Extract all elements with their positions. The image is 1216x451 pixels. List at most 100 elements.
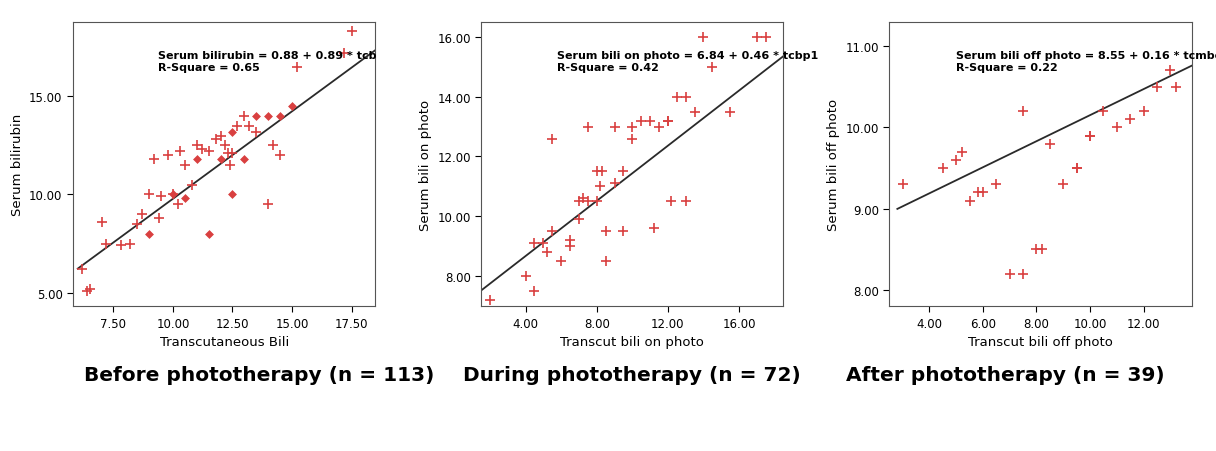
Text: Serum bili on photo = 6.84 + 0.46 * tcbp1
R-Square = 0.42: Serum bili on photo = 6.84 + 0.46 * tcbp…: [557, 51, 818, 73]
Point: [641, 118, 660, 125]
Point: [516, 273, 535, 281]
Point: [676, 198, 696, 206]
Text: Serum bili off photo = 8.55 + 0.16 * tcmbof
R-Square = 0.22: Serum bili off photo = 8.55 + 0.16 * tcm…: [956, 51, 1216, 73]
Point: [223, 129, 242, 136]
Point: [175, 195, 195, 202]
Text: After phototherapy (n = 39): After phototherapy (n = 39): [846, 365, 1165, 384]
Point: [259, 113, 278, 120]
Point: [140, 191, 159, 198]
Y-axis label: Serum bili off photo: Serum bili off photo: [827, 99, 840, 230]
Point: [206, 137, 225, 144]
Point: [218, 150, 237, 157]
Point: [140, 230, 159, 238]
Point: [96, 240, 116, 248]
Point: [80, 285, 100, 293]
Point: [199, 230, 219, 238]
Point: [604, 180, 624, 188]
Point: [973, 189, 992, 197]
Point: [223, 191, 242, 198]
Point: [569, 216, 589, 224]
Point: [1066, 165, 1086, 172]
Text: During phototherapy (n = 72): During phototherapy (n = 72): [463, 365, 801, 384]
Point: [542, 136, 562, 143]
Point: [578, 124, 597, 131]
Point: [573, 195, 592, 202]
Point: [187, 143, 207, 150]
Point: [187, 156, 207, 163]
Text: Before phototherapy (n = 113): Before phototherapy (n = 113): [84, 365, 434, 384]
Point: [537, 249, 557, 257]
Y-axis label: Serum bili on photo: Serum bili on photo: [418, 99, 432, 230]
Point: [287, 64, 306, 71]
Point: [240, 123, 259, 130]
Point: [148, 215, 168, 222]
Point: [747, 34, 766, 41]
Point: [596, 258, 615, 266]
Point: [1013, 108, 1032, 115]
Point: [658, 118, 677, 125]
Point: [614, 228, 634, 235]
Point: [1166, 84, 1186, 91]
Point: [649, 124, 669, 131]
Point: [1026, 246, 1046, 253]
Point: [1013, 271, 1032, 278]
Point: [952, 149, 972, 156]
Point: [199, 148, 219, 156]
Point: [587, 169, 607, 176]
Point: [569, 198, 589, 206]
Point: [604, 124, 624, 131]
Point: [223, 150, 242, 157]
Point: [1160, 68, 1180, 75]
Point: [270, 152, 289, 159]
Point: [91, 219, 111, 226]
Point: [235, 156, 254, 163]
Point: [1032, 246, 1052, 253]
Point: [596, 228, 615, 235]
Point: [587, 198, 607, 206]
Point: [631, 118, 651, 125]
Point: [220, 162, 240, 169]
Point: [192, 146, 212, 153]
Point: [210, 156, 230, 163]
Point: [270, 113, 289, 120]
Point: [534, 240, 553, 248]
Point: [120, 240, 140, 248]
Point: [1040, 141, 1059, 148]
Point: [73, 266, 92, 273]
Point: [578, 198, 597, 206]
Point: [259, 201, 278, 208]
Point: [1093, 108, 1113, 115]
Point: [235, 113, 254, 120]
Point: [968, 189, 987, 197]
Point: [128, 221, 147, 228]
Point: [644, 226, 664, 233]
Point: [658, 118, 677, 125]
Point: [756, 34, 776, 41]
Point: [525, 240, 545, 248]
Point: [1080, 133, 1099, 140]
X-axis label: Transcut bili on photo: Transcut bili on photo: [561, 336, 704, 349]
Point: [133, 211, 152, 218]
Point: [1120, 116, 1139, 124]
Point: [662, 198, 681, 206]
Point: [694, 34, 714, 41]
Point: [163, 191, 182, 198]
Point: [623, 136, 642, 143]
Point: [542, 228, 562, 235]
Point: [668, 94, 687, 101]
Point: [685, 109, 704, 116]
Point: [282, 103, 302, 110]
Point: [334, 51, 354, 58]
Point: [227, 123, 247, 130]
Point: [168, 201, 187, 208]
Y-axis label: Serum bilirubin: Serum bilirubin: [11, 114, 23, 216]
Point: [623, 124, 642, 131]
Point: [551, 258, 570, 266]
Point: [591, 184, 610, 191]
Point: [592, 169, 612, 176]
Point: [946, 157, 966, 164]
Point: [263, 143, 282, 150]
Point: [1053, 181, 1073, 189]
Point: [182, 182, 202, 189]
X-axis label: Transcut bili off photo: Transcut bili off photo: [968, 336, 1113, 349]
